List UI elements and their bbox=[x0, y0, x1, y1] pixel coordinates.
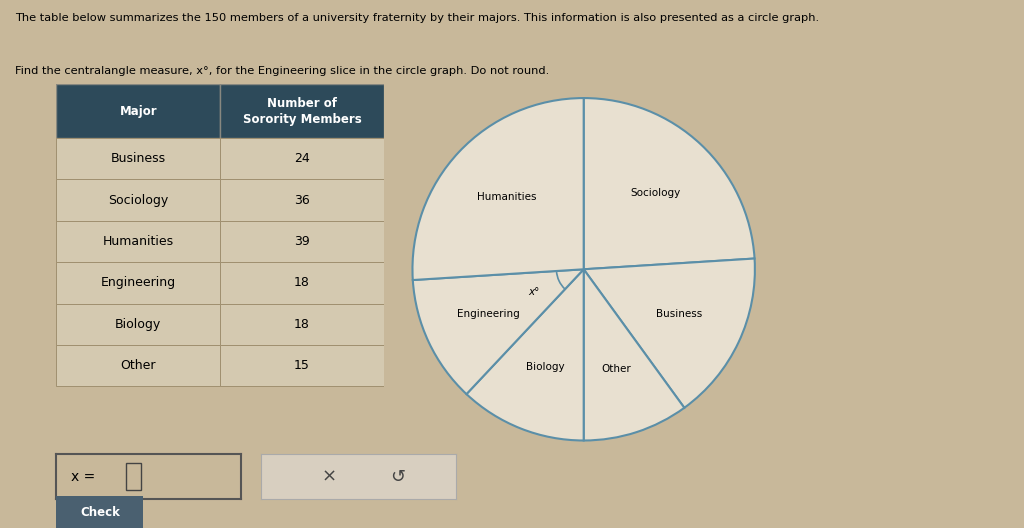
Text: 36: 36 bbox=[294, 194, 310, 206]
Wedge shape bbox=[467, 269, 584, 440]
Text: Check: Check bbox=[80, 506, 120, 518]
Text: Engineering: Engineering bbox=[458, 309, 520, 319]
Text: Sociology: Sociology bbox=[631, 187, 681, 197]
Text: x°: x° bbox=[528, 287, 540, 297]
Bar bbox=[220, 304, 384, 345]
Bar bbox=[56, 180, 220, 221]
Wedge shape bbox=[584, 269, 684, 440]
Bar bbox=[126, 463, 141, 490]
Text: 18: 18 bbox=[294, 318, 310, 331]
Wedge shape bbox=[413, 269, 584, 394]
Text: x =: x = bbox=[71, 469, 99, 484]
Wedge shape bbox=[584, 98, 755, 269]
Bar bbox=[220, 138, 384, 180]
Wedge shape bbox=[584, 259, 755, 408]
Text: ×: × bbox=[322, 467, 337, 486]
Text: 24: 24 bbox=[294, 152, 310, 165]
Text: 18: 18 bbox=[294, 277, 310, 289]
Wedge shape bbox=[413, 98, 584, 280]
Text: 15: 15 bbox=[294, 359, 310, 372]
Text: 39: 39 bbox=[294, 235, 310, 248]
Text: Biology: Biology bbox=[115, 318, 162, 331]
Bar bbox=[56, 304, 220, 345]
Text: Find the central​angle measure, x°, for the Engineering slice in the circle grap: Find the central​angle measure, x°, for … bbox=[15, 66, 550, 76]
Bar bbox=[56, 221, 220, 262]
Bar bbox=[220, 262, 384, 304]
Bar bbox=[220, 345, 384, 386]
Text: Business: Business bbox=[111, 152, 166, 165]
Text: Business: Business bbox=[655, 309, 701, 319]
Text: Engineering: Engineering bbox=[100, 277, 176, 289]
Text: The table below summarizes the 150 members of a university fraternity by their m: The table below summarizes the 150 membe… bbox=[15, 13, 819, 23]
Bar bbox=[56, 84, 220, 138]
Bar bbox=[56, 262, 220, 304]
Text: Biology: Biology bbox=[525, 362, 564, 372]
Bar bbox=[56, 345, 220, 386]
Text: Humanities: Humanities bbox=[477, 192, 537, 202]
Text: Other: Other bbox=[601, 364, 631, 374]
Text: Major: Major bbox=[120, 105, 157, 118]
Bar bbox=[220, 180, 384, 221]
Bar bbox=[220, 221, 384, 262]
Bar bbox=[56, 138, 220, 180]
Bar bbox=[220, 84, 384, 138]
Text: Humanities: Humanities bbox=[102, 235, 174, 248]
Text: Sociology: Sociology bbox=[109, 194, 168, 206]
Text: Other: Other bbox=[121, 359, 156, 372]
Text: Number of
Sorority Members: Number of Sorority Members bbox=[243, 97, 361, 126]
Text: ↺: ↺ bbox=[390, 467, 404, 486]
